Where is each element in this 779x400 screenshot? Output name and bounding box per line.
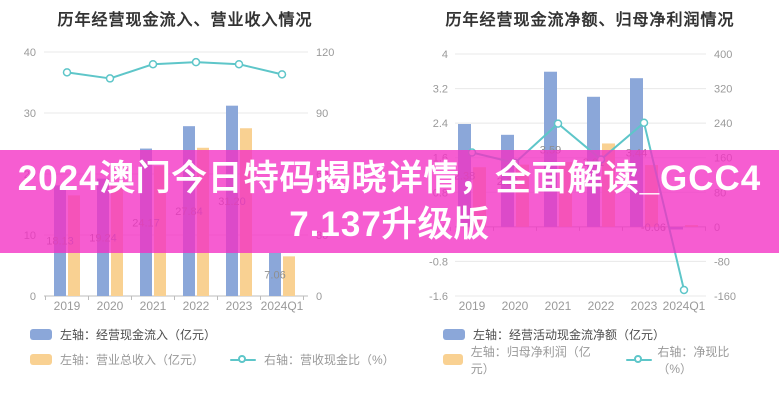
- right-chart-legend: 左轴：经营活动现金流净额（亿元） 左轴：归母净利润（亿元） 右轴：净现比（%）: [443, 322, 779, 376]
- legend-label-total-revenue: 左轴：营业总收入（亿元）: [60, 353, 205, 367]
- bar-value-label: 7.06: [264, 269, 285, 281]
- legend-item-total-revenue[interactable]: 左轴：营业总收入（亿元）: [30, 351, 204, 368]
- left-axis-tick-label: 4: [442, 49, 448, 61]
- legend-item-net-cashflow[interactable]: 左轴：经营活动现金流净额（亿元）: [443, 326, 665, 343]
- left-axis-tick-label: 0: [30, 291, 36, 303]
- line-marker: [277, 70, 287, 79]
- right-axis-tick-label: 120: [316, 47, 334, 59]
- line-marker: [105, 74, 115, 83]
- line-marker: [639, 118, 649, 127]
- x-axis-label: 2022: [183, 299, 210, 313]
- bar-primary-series: [269, 252, 281, 296]
- left-chart-legend: 左轴：经营现金流入（亿元） 左轴：营业总收入（亿元） 右轴：营收现金比（%）: [30, 322, 421, 372]
- x-axis-label: 2021: [545, 299, 572, 313]
- legend-label-cash-revenue-ratio: 右轴：营收现金比（%）: [264, 353, 395, 367]
- legend-swatch-blue: [30, 329, 52, 340]
- line-marker: [191, 57, 201, 67]
- line-marker: [62, 68, 72, 77]
- legend-label-net-cash-ratio: 右轴：净现比（%）: [657, 344, 730, 376]
- legend-item-cash-inflow[interactable]: 左轴：经营现金流入（亿元）: [30, 326, 216, 343]
- x-axis-label: 2019: [459, 299, 486, 313]
- left-axis-tick-label: 40: [24, 47, 36, 59]
- right-axis-tick-label: 240: [714, 118, 732, 130]
- promo-banner-overlay: 2024澳门今日特码揭晓详情，全面解读_GCC47.137升级版: [0, 150, 779, 253]
- left-axis-tick-label: -1.6: [429, 291, 448, 303]
- x-axis-label: 2023: [631, 299, 658, 313]
- legend-swatch-orange: [30, 354, 52, 365]
- line-marker: [234, 59, 244, 69]
- legend-swatch-blue: [443, 329, 465, 340]
- left-chart-title: 历年经营现金流入、营业收入情况: [57, 12, 313, 29]
- legend-line-marker-icon: [230, 354, 257, 365]
- line-marker: [553, 119, 563, 128]
- x-axis-label: 2024Q1: [261, 299, 304, 313]
- x-axis-label: 2020: [97, 299, 124, 313]
- x-axis-label: 2023: [226, 299, 253, 313]
- legend-item-net-profit[interactable]: 左轴：归母净利润（亿元）: [443, 343, 600, 377]
- legend-swatch-orange: [443, 354, 463, 365]
- x-axis-label: 2019: [54, 299, 81, 313]
- line-marker: [148, 59, 158, 69]
- left-axis-tick-label: 2.4: [433, 118, 448, 130]
- right-axis-tick-label: 400: [714, 49, 732, 61]
- x-axis-label: 2024Q1: [663, 299, 706, 313]
- legend-label-cash-inflow: 左轴：经营现金流入（亿元）: [60, 328, 217, 342]
- ratio-line: [66, 61, 283, 80]
- right-axis-tick-label: -160: [714, 291, 736, 303]
- left-axis-tick-label: -0.8: [429, 256, 448, 268]
- promo-banner-text: 2024澳门今日特码揭晓详情，全面解读_GCC47.137升级版: [17, 159, 762, 244]
- left-axis-tick-label: 30: [24, 108, 36, 120]
- right-axis-tick-label: 90: [316, 108, 328, 120]
- legend-label-net-profit: 左轴：归母净利润（亿元）: [470, 344, 591, 376]
- legend-label-net-cashflow: 左轴：经营活动现金流净额（亿元）: [473, 328, 666, 342]
- bar-secondary-series: [283, 256, 295, 296]
- right-axis-tick-label: 0: [316, 291, 322, 303]
- x-axis-label: 2021: [140, 299, 167, 313]
- left-axis-tick-label: 3.2: [433, 84, 448, 96]
- right-axis-tick-label: 320: [714, 84, 732, 96]
- x-axis-label: 2022: [588, 299, 615, 313]
- right-chart-title: 历年经营现金流净额、归母净利润情况: [445, 12, 735, 29]
- right-axis-tick-label: -80: [714, 256, 730, 268]
- legend-line-marker-icon: [626, 354, 653, 365]
- legend-item-cash-revenue-ratio[interactable]: 右轴：营收现金比（%）: [230, 351, 395, 368]
- x-axis-label: 2020: [502, 299, 529, 313]
- line-marker: [679, 285, 689, 295]
- legend-item-net-cash-ratio[interactable]: 右轴：净现比（%）: [626, 343, 753, 377]
